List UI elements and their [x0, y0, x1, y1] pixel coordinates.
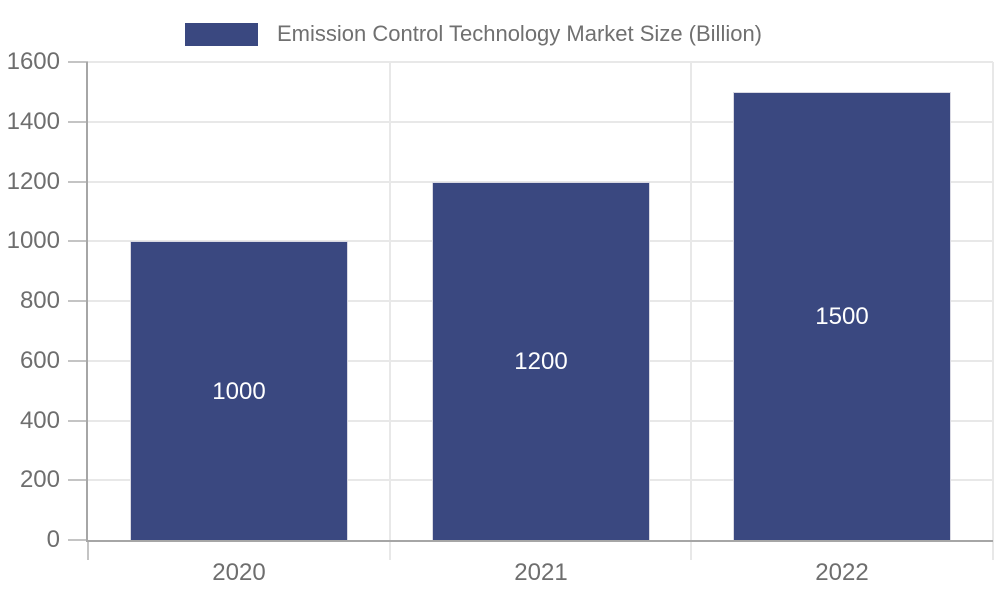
y-axis-tick [68, 479, 88, 482]
y-axis-tick-label: 400 [19, 406, 60, 434]
x-axis-line [86, 540, 993, 542]
gridline-vertical [690, 62, 693, 560]
y-axis-tick-label: 0 [46, 526, 60, 553]
y-axis-tick [68, 539, 88, 541]
bar-2022[interactable]: 1500 [733, 91, 951, 540]
y-axis-tick [68, 359, 88, 362]
y-axis-tick-label: 1600 [6, 48, 60, 75]
y-axis-tick [68, 180, 88, 183]
y-axis-tick [68, 61, 88, 63]
y-axis-tick-label: 1400 [6, 107, 60, 135]
bar-value-label: 1500 [815, 302, 869, 330]
x-axis-label: 2020 [212, 559, 266, 586]
legend-label: Emission Control Technology Market Size … [277, 21, 763, 46]
y-axis-tick [68, 240, 88, 243]
x-axis-label: 2021 [514, 559, 568, 586]
gridline-vertical [992, 62, 994, 560]
plot-area: 0 200 400 600 800 1000 1200 1400 1600 1000 2020 120… [7, 48, 994, 586]
y-axis-tick-label: 800 [19, 287, 60, 314]
y-axis-tick-label: 600 [19, 346, 60, 374]
y-axis-tick-label: 200 [19, 466, 60, 494]
y-axis-tick-label: 1000 [6, 227, 60, 255]
x-axis-tick [87, 540, 89, 560]
bar-value-label: 1200 [514, 347, 568, 375]
y-axis-line [86, 62, 88, 540]
bar-2021[interactable]: 1200 [432, 181, 650, 540]
y-axis-tick-label: 1200 [6, 167, 60, 195]
legend-item[interactable]: Emission Control Technology Market Size … [185, 21, 762, 47]
y-axis-tick [68, 120, 88, 123]
gridline-horizontal [88, 61, 993, 63]
bar-2020[interactable]: 1000 [130, 241, 348, 540]
legend-swatch [185, 22, 258, 46]
gridline-horizontal [88, 120, 993, 123]
x-axis-label: 2022 [815, 559, 869, 586]
y-axis-tick [68, 300, 88, 302]
gridline-vertical [388, 62, 391, 560]
bar-value-label: 1000 [212, 377, 266, 405]
y-axis-tick [68, 419, 88, 422]
